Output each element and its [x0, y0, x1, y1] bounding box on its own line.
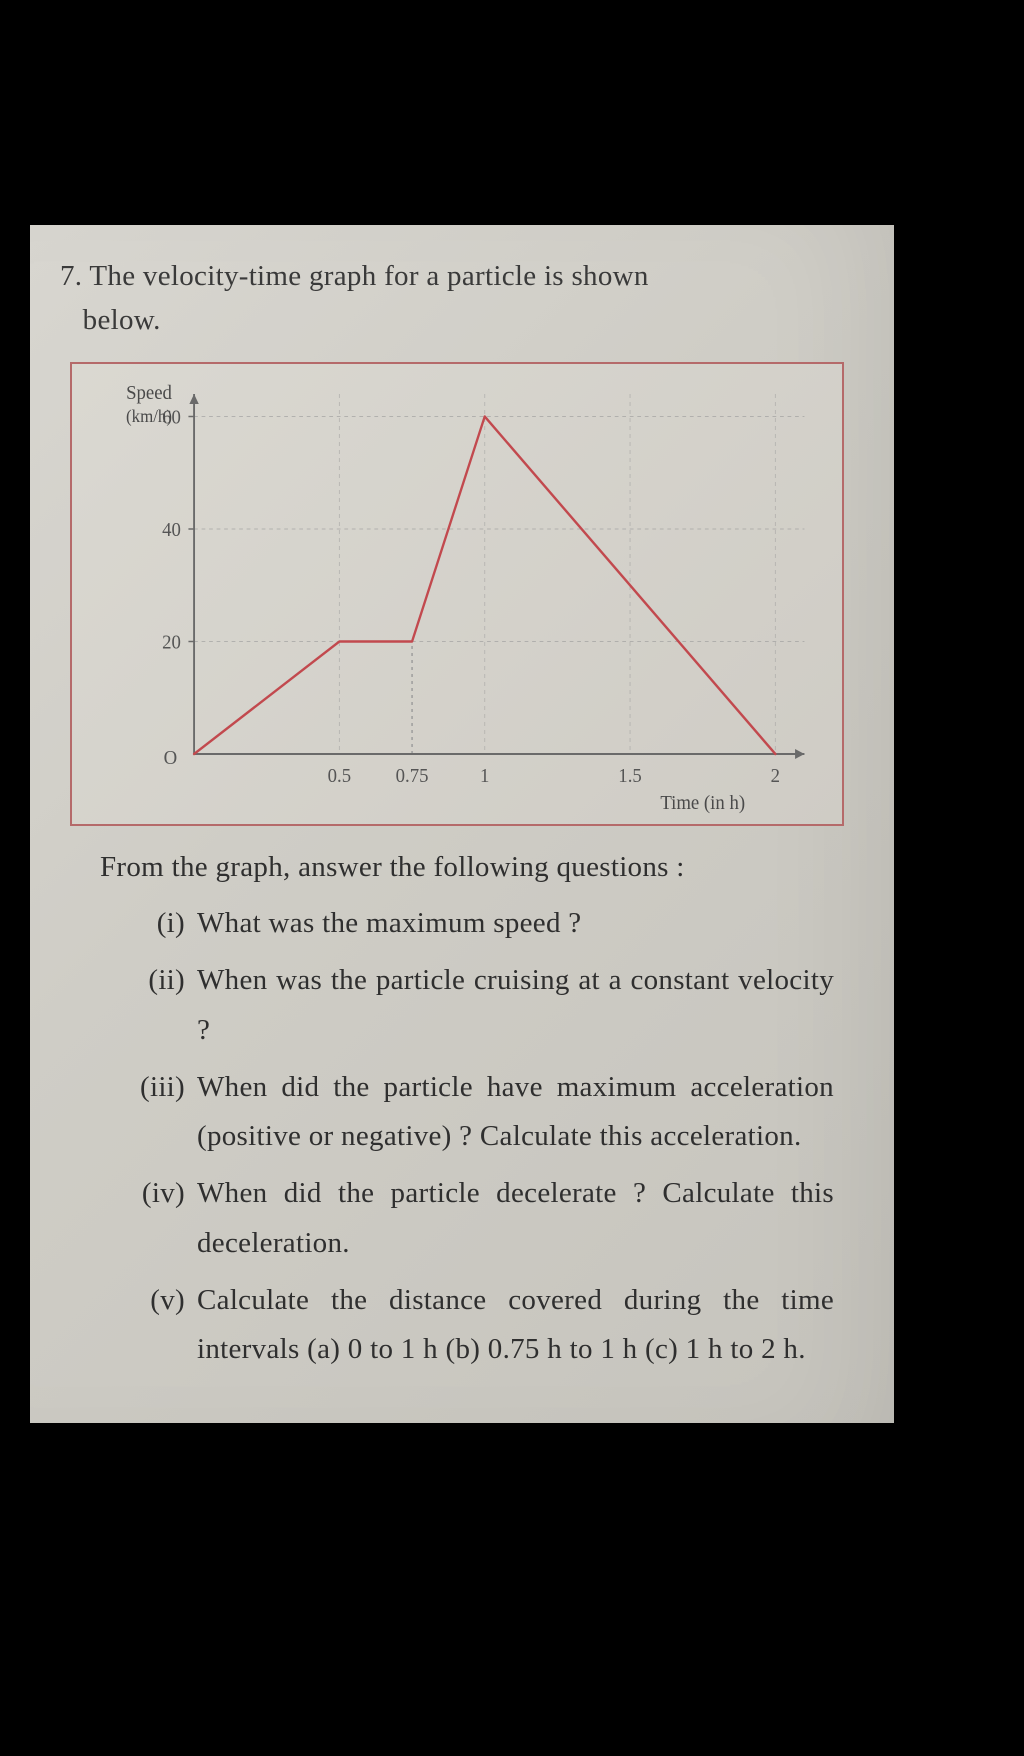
paper-region: 7. The velocity-time graph for a particl… [30, 225, 894, 1423]
svg-text:(km/h): (km/h) [126, 406, 172, 427]
svg-text:O: O [164, 748, 178, 770]
question-item-number: (v) [115, 1276, 197, 1375]
question-item-text: Calculate the distance covered during th… [197, 1276, 854, 1375]
svg-text:0.75: 0.75 [396, 766, 429, 788]
svg-text:40: 40 [162, 520, 181, 542]
svg-text:1.5: 1.5 [618, 766, 641, 788]
black-bar [0, 52, 1024, 110]
intro-line-1: The velocity-time graph for a particle i… [89, 260, 648, 292]
svg-text:2: 2 [771, 766, 780, 788]
question-item: (iv)When did the particle decelerate ? C… [115, 1169, 854, 1268]
question-item-text: When did the particle have maximum accel… [197, 1063, 854, 1162]
answers-intro: From the graph, answer the following que… [100, 851, 854, 884]
question-intro: 7. The velocity-time graph for a particl… [60, 255, 854, 342]
question-item: (v)Calculate the distance covered during… [115, 1276, 854, 1375]
question-item-number: (iii) [115, 1063, 197, 1162]
svg-text:0.5: 0.5 [328, 766, 351, 788]
question-item-number: (iv) [115, 1169, 197, 1268]
svg-text:20: 20 [162, 632, 181, 654]
question-item: (i)What was the maximum speed ? [115, 899, 854, 948]
question-number: 7. [60, 260, 82, 292]
question-item-text: When did the particle decelerate ? Calcu… [197, 1169, 854, 1268]
question-item: (iii)When did the particle have maximum … [115, 1063, 854, 1162]
question-item-number: (ii) [115, 956, 197, 1055]
question-item: (ii)When was the particle cruising at a … [115, 956, 854, 1055]
chart-container: 2040600.50.7511.52OSpeed(km/h)Time (in h… [70, 362, 844, 826]
black-spacer [0, 110, 1024, 225]
speed-time-chart: 2040600.50.7511.52OSpeed(km/h)Time (in h… [72, 364, 842, 824]
svg-text:Time (in h): Time (in h) [660, 793, 745, 815]
intro-line-2: below. [83, 304, 161, 336]
svg-text:Speed: Speed [126, 383, 172, 405]
question-list: (i)What was the maximum speed ?(ii)When … [115, 899, 854, 1375]
svg-text:1: 1 [480, 766, 489, 788]
question-item-text: What was the maximum speed ? [197, 899, 854, 948]
question-item-number: (i) [115, 899, 197, 948]
question-item-text: When was the particle cruising at a cons… [197, 956, 854, 1055]
page-wrap: 7. The velocity-time graph for a particl… [0, 225, 1024, 1453]
top-black-strip [0, 0, 1024, 46]
